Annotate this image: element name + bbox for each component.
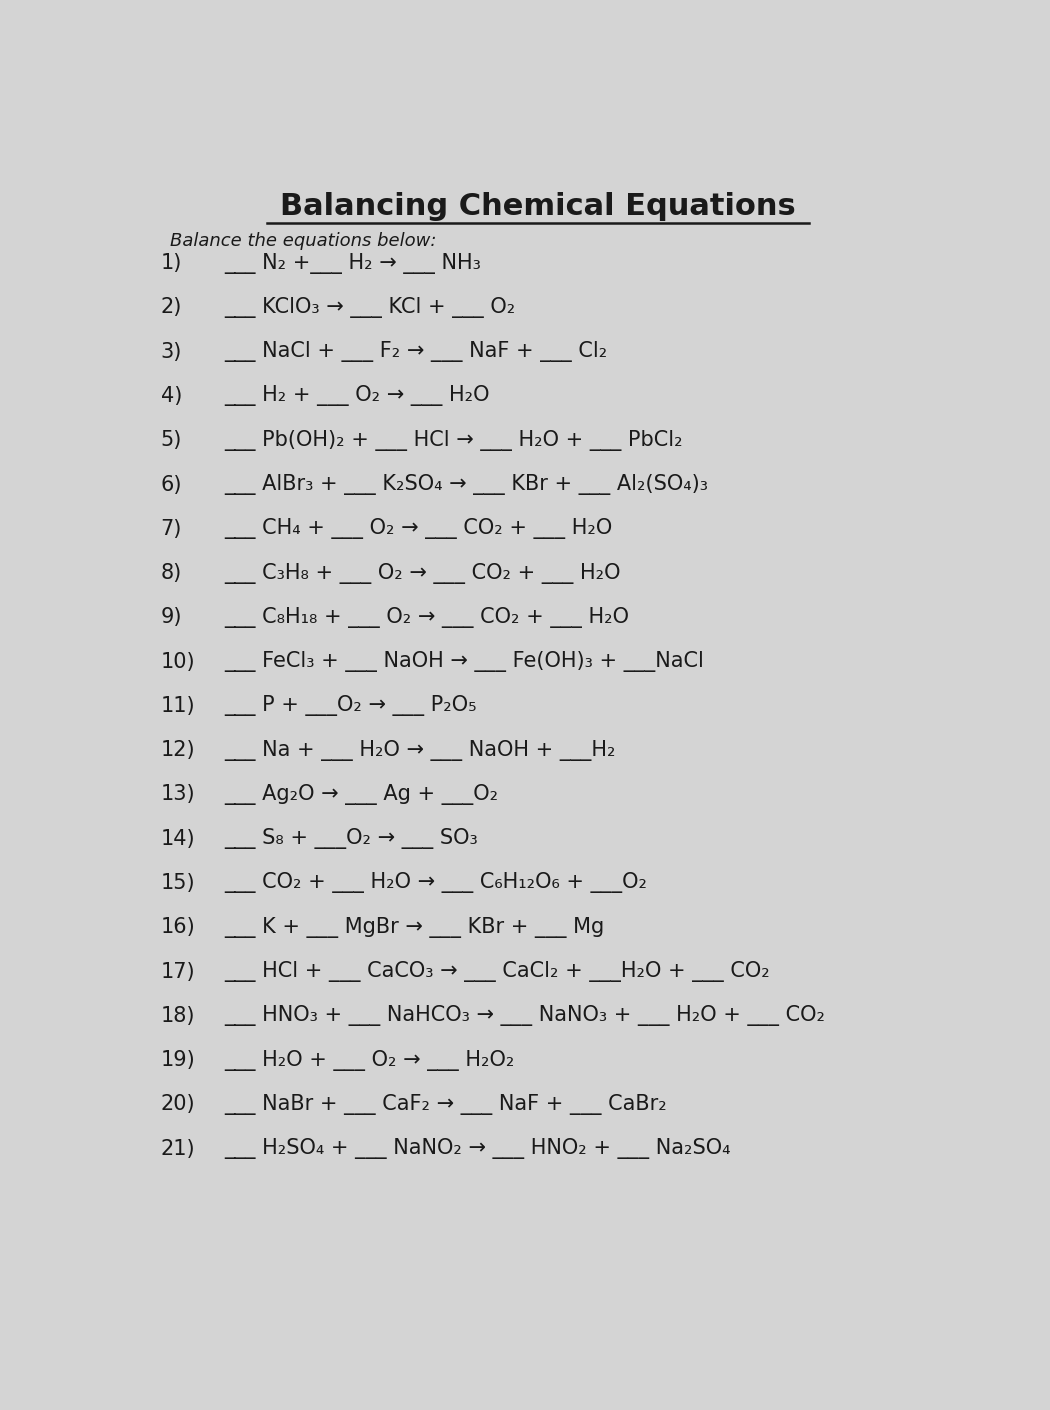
Text: 12): 12) (161, 740, 195, 760)
Text: 6): 6) (161, 475, 183, 495)
Text: ___ HCl + ___ CaCO₃ → ___ CaCl₂ + ___H₂O + ___ CO₂: ___ HCl + ___ CaCO₃ → ___ CaCl₂ + ___H₂O… (225, 962, 770, 981)
Text: ___ Na + ___ H₂O → ___ NaOH + ___H₂: ___ Na + ___ H₂O → ___ NaOH + ___H₂ (225, 740, 615, 760)
Text: 9): 9) (161, 608, 183, 627)
Text: 16): 16) (161, 918, 195, 938)
Text: 11): 11) (161, 697, 195, 716)
Text: ___ NaCl + ___ F₂ → ___ NaF + ___ Cl₂: ___ NaCl + ___ F₂ → ___ NaF + ___ Cl₂ (225, 341, 608, 362)
Text: 20): 20) (161, 1094, 195, 1114)
Text: ___ CH₄ + ___ O₂ → ___ CO₂ + ___ H₂O: ___ CH₄ + ___ O₂ → ___ CO₂ + ___ H₂O (225, 519, 612, 539)
Text: ___ Pb(OH)₂ + ___ HCl → ___ H₂O + ___ PbCl₂: ___ Pb(OH)₂ + ___ HCl → ___ H₂O + ___ Pb… (225, 430, 682, 451)
Text: ___ FeCl₃ + ___ NaOH → ___ Fe(OH)₃ + ___NaCl: ___ FeCl₃ + ___ NaOH → ___ Fe(OH)₃ + ___… (225, 651, 705, 673)
Text: ___ NaBr + ___ CaF₂ → ___ NaF + ___ CaBr₂: ___ NaBr + ___ CaF₂ → ___ NaF + ___ CaBr… (225, 1094, 667, 1115)
Text: 1): 1) (161, 254, 182, 274)
Text: 5): 5) (161, 430, 182, 450)
Text: ___ HNO₃ + ___ NaHCO₃ → ___ NaNO₃ + ___ H₂O + ___ CO₂: ___ HNO₃ + ___ NaHCO₃ → ___ NaNO₃ + ___ … (225, 1005, 825, 1026)
Text: Balancing Chemical Equations: Balancing Chemical Equations (280, 192, 796, 221)
Text: ___ P + ___O₂ → ___ P₂O₅: ___ P + ___O₂ → ___ P₂O₅ (225, 695, 477, 716)
Text: 17): 17) (161, 962, 195, 981)
Text: 4): 4) (161, 386, 182, 406)
Text: ___ N₂ +___ H₂ → ___ NH₃: ___ N₂ +___ H₂ → ___ NH₃ (225, 252, 481, 274)
Text: 2): 2) (161, 298, 182, 317)
Text: Balance the equations below:: Balance the equations below: (170, 233, 437, 251)
Text: ___ H₂SO₄ + ___ NaNO₂ → ___ HNO₂ + ___ Na₂SO₄: ___ H₂SO₄ + ___ NaNO₂ → ___ HNO₂ + ___ N… (225, 1138, 731, 1159)
Text: ___ H₂ + ___ O₂ → ___ H₂O: ___ H₂ + ___ O₂ → ___ H₂O (225, 385, 489, 406)
Text: 19): 19) (161, 1050, 195, 1070)
Text: 18): 18) (161, 1005, 195, 1026)
Text: 8): 8) (161, 563, 182, 584)
Text: 21): 21) (161, 1139, 195, 1159)
Text: ___ S₈ + ___O₂ → ___ SO₃: ___ S₈ + ___O₂ → ___ SO₃ (225, 828, 478, 849)
Text: ___ H₂O + ___ O₂ → ___ H₂O₂: ___ H₂O + ___ O₂ → ___ H₂O₂ (225, 1049, 514, 1070)
Text: ___ C₃H₈ + ___ O₂ → ___ CO₂ + ___ H₂O: ___ C₃H₈ + ___ O₂ → ___ CO₂ + ___ H₂O (225, 563, 621, 584)
Text: ___ K + ___ MgBr → ___ KBr + ___ Mg: ___ K + ___ MgBr → ___ KBr + ___ Mg (225, 916, 605, 938)
Text: 13): 13) (161, 784, 195, 805)
Text: ___ Ag₂O → ___ Ag + ___O₂: ___ Ag₂O → ___ Ag + ___O₂ (225, 784, 499, 805)
Text: 10): 10) (161, 651, 195, 671)
Text: 7): 7) (161, 519, 182, 539)
Text: ___ CO₂ + ___ H₂O → ___ C₆H₁₂O₆ + ___O₂: ___ CO₂ + ___ H₂O → ___ C₆H₁₂O₆ + ___O₂ (225, 873, 647, 894)
Text: 3): 3) (161, 341, 182, 362)
Text: ___ C₈H₁₈ + ___ O₂ → ___ CO₂ + ___ H₂O: ___ C₈H₁₈ + ___ O₂ → ___ CO₂ + ___ H₂O (225, 606, 629, 627)
Text: 14): 14) (161, 829, 195, 849)
Text: ___ AlBr₃ + ___ K₂SO₄ → ___ KBr + ___ Al₂(SO₄)₃: ___ AlBr₃ + ___ K₂SO₄ → ___ KBr + ___ Al… (225, 474, 709, 495)
Text: ___ KClO₃ → ___ KCl + ___ O₂: ___ KClO₃ → ___ KCl + ___ O₂ (225, 298, 516, 317)
Text: 15): 15) (161, 873, 195, 893)
